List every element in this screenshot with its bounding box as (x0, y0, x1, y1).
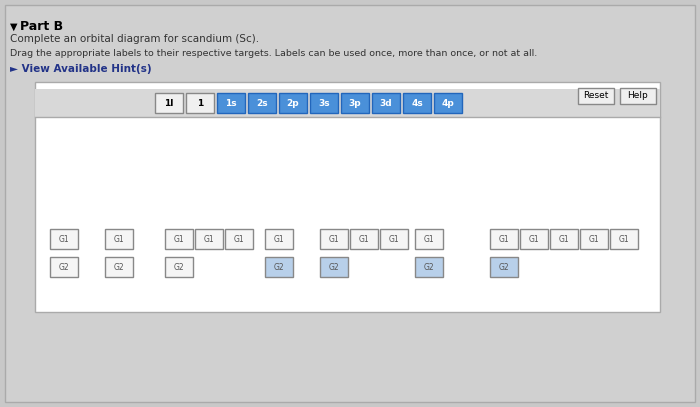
Bar (195, 229, 223, 249)
Text: G1: G1 (424, 234, 434, 243)
Bar (620, 88, 656, 104)
Text: ▼: ▼ (10, 22, 18, 32)
Text: G2: G2 (59, 263, 69, 271)
Text: 4p: 4p (442, 98, 454, 107)
Text: 3d: 3d (379, 98, 392, 107)
Text: G2: G2 (424, 263, 434, 271)
Text: G1: G1 (589, 234, 599, 243)
Text: G1: G1 (204, 234, 214, 243)
Text: Complete an orbital diagram for scandium (Sc).: Complete an orbital diagram for scandium… (10, 34, 259, 44)
Bar (265, 229, 293, 249)
Bar (610, 229, 638, 249)
Text: G1: G1 (59, 234, 69, 243)
Text: 4s: 4s (411, 98, 423, 107)
Bar (372, 93, 400, 113)
Text: G1: G1 (274, 234, 284, 243)
Bar (380, 229, 408, 249)
Bar (490, 257, 518, 277)
Bar (320, 229, 348, 249)
Bar (490, 229, 518, 249)
Bar (105, 229, 133, 249)
Text: G1: G1 (113, 234, 125, 243)
Text: Help: Help (628, 92, 648, 101)
Bar (165, 257, 193, 277)
Bar (415, 257, 443, 277)
Bar (225, 229, 253, 249)
Bar (403, 93, 431, 113)
Bar (217, 93, 245, 113)
Text: G1: G1 (329, 234, 340, 243)
Bar (550, 229, 578, 249)
Text: Reset: Reset (583, 92, 609, 101)
Bar (35, 89, 660, 117)
Bar (578, 88, 614, 104)
Bar (350, 229, 378, 249)
Text: G1: G1 (174, 234, 184, 243)
Text: G1: G1 (389, 234, 399, 243)
Bar (415, 229, 443, 249)
Bar (520, 229, 548, 249)
Text: 2p: 2p (287, 98, 300, 107)
Bar (310, 93, 338, 113)
Bar (279, 93, 307, 113)
Text: G1: G1 (358, 234, 370, 243)
Bar (165, 229, 193, 249)
Text: Part B: Part B (20, 20, 63, 33)
Bar (186, 93, 214, 113)
Text: 3p: 3p (349, 98, 361, 107)
Bar (50, 229, 78, 249)
Text: G1: G1 (498, 234, 510, 243)
Text: G2: G2 (498, 263, 510, 271)
Bar (341, 93, 369, 113)
Bar (320, 257, 348, 277)
Bar (50, 257, 78, 277)
Text: 1l: 1l (164, 98, 174, 107)
Text: G2: G2 (274, 263, 284, 271)
Text: G1: G1 (559, 234, 569, 243)
Text: 3s: 3s (318, 98, 330, 107)
Bar (248, 93, 276, 113)
Text: G2: G2 (329, 263, 340, 271)
Bar (35, 82, 660, 312)
Text: G2: G2 (174, 263, 184, 271)
Text: 2s: 2s (256, 98, 268, 107)
Bar (155, 93, 183, 113)
Bar (105, 257, 133, 277)
Bar (265, 257, 293, 277)
Text: ► View Available Hint(s): ► View Available Hint(s) (10, 64, 152, 74)
Text: G2: G2 (113, 263, 125, 271)
Text: Drag the appropriate labels to their respective targets. Labels can be used once: Drag the appropriate labels to their res… (10, 49, 538, 58)
Text: 1: 1 (197, 98, 203, 107)
Text: 1s: 1s (225, 98, 237, 107)
Text: G1: G1 (234, 234, 244, 243)
Text: G1: G1 (619, 234, 629, 243)
Bar (434, 93, 462, 113)
Text: G1: G1 (528, 234, 539, 243)
Bar (580, 229, 608, 249)
